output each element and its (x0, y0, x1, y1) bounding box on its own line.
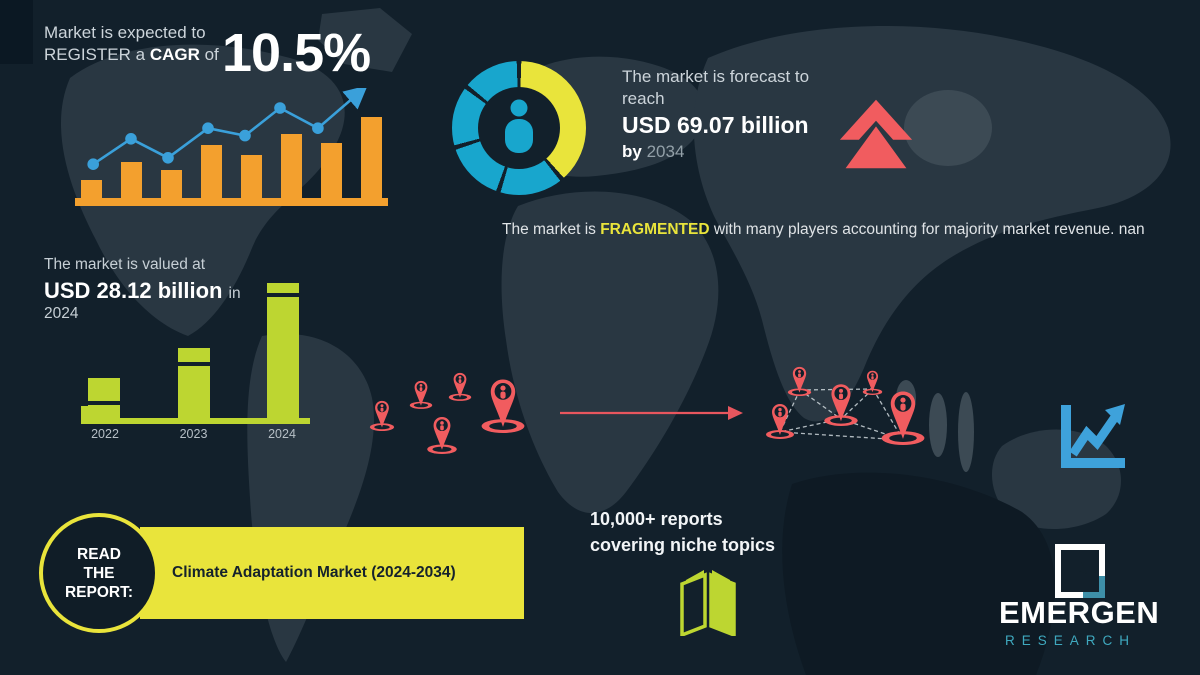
fragmentation-statement: The market is FRAGMENTED with many playe… (502, 221, 1145, 238)
valuation-year-labels: 2022 2023 2024 (88, 427, 299, 441)
cagr-caption-line2: REGISTER a CAGR of (44, 44, 219, 64)
valuation-line1: The market is valued at (44, 256, 206, 273)
fragmented-highlight: FRAGMENTED (600, 221, 710, 238)
bar (81, 180, 102, 198)
open-book-icon (680, 570, 736, 636)
year-label: 2023 (179, 427, 208, 441)
chart-baseline (75, 198, 388, 206)
corner-accent (0, 0, 33, 64)
bar (161, 170, 182, 198)
circle-line: READ (77, 545, 121, 563)
bar (177, 348, 210, 418)
bar (241, 155, 262, 198)
growth-chart-icon (1061, 404, 1125, 468)
forecast-line2: reach (622, 88, 665, 108)
bar-stripe (267, 293, 299, 297)
location-pin-icon (409, 380, 433, 409)
reports-block: 10,000+ reports covering niche topics (590, 506, 775, 558)
location-pin-icon (766, 404, 794, 439)
axis-corner (81, 406, 94, 420)
expansion-arrow (560, 406, 743, 420)
cagr-value: 10.5% (222, 23, 371, 83)
location-pin-icon (881, 391, 925, 445)
bar (267, 283, 299, 418)
circle-line: REPORT: (64, 583, 134, 601)
reports-line1: 10,000+ reports (590, 509, 723, 529)
cagr-caption: Market is expected to REGISTER a CAGR of (44, 22, 219, 65)
logo-title: EMERGEN (999, 595, 1160, 630)
cagr-bar-chart (75, 88, 388, 206)
market-share-donut-chart (452, 61, 586, 195)
forecast-year: by 2034 (622, 142, 685, 161)
emergen-logo-icon (1055, 544, 1105, 598)
cagr-caption-line1: Market is expected to (44, 23, 206, 42)
bar (201, 145, 222, 198)
forecast-block: The market is forecast to reach USD 69.0… (622, 66, 809, 162)
location-pin-icon (787, 366, 812, 396)
bar (321, 143, 342, 198)
valuation-bar-chart (81, 281, 311, 424)
forecast-value: USD 69.07 billion (622, 112, 809, 138)
location-pin-icon (824, 384, 858, 426)
cagr-bars (81, 88, 382, 198)
trend-line-arrow-icon (87, 88, 368, 170)
bar (121, 162, 142, 198)
location-pin-icon (369, 400, 395, 431)
forecast-line1: The market is forecast to (622, 67, 810, 86)
valuation-year: 2024 (44, 305, 79, 322)
location-pin-icon (427, 417, 457, 454)
double-up-arrow-icon (839, 99, 913, 169)
valuation-block: The market is valued at USD 28.12 billio… (44, 255, 241, 324)
bar (281, 134, 302, 198)
read-report-button[interactable]: READ THE REPORT: (39, 513, 159, 633)
report-banner[interactable]: Climate Adaptation Market (2024-2034) (140, 527, 524, 619)
report-title: Climate Adaptation Market (2024-2034) (172, 564, 456, 581)
valuation-value: USD 28.12 billion in (44, 278, 241, 303)
person-icon (505, 99, 533, 153)
location-pin-icon (448, 372, 472, 401)
year-label: 2024 (268, 427, 296, 441)
circle-line: THE (83, 564, 115, 582)
location-pin-icon (481, 379, 525, 433)
chart-baseline (81, 418, 310, 424)
bar (361, 117, 382, 198)
year-label: 2022 (91, 427, 119, 441)
bar-stripe (88, 401, 120, 405)
logo-subtitle: RESEARCH (1005, 633, 1137, 648)
bar-stripe (177, 362, 210, 366)
valuation-bars (88, 281, 299, 418)
reports-line2: covering niche topics (590, 535, 776, 555)
